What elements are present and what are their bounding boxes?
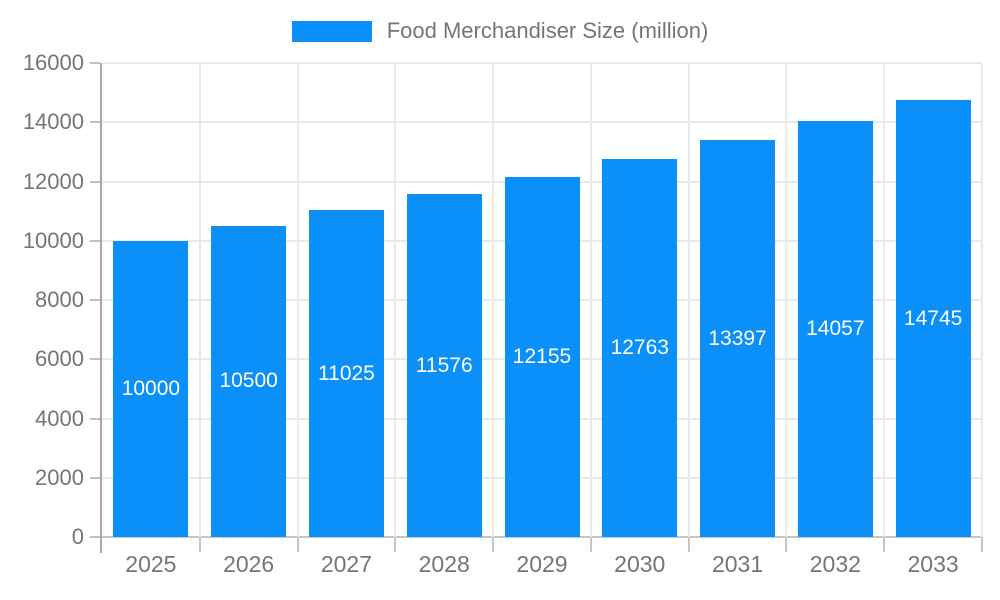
y-tick-label: 0: [71, 524, 84, 549]
y-axis-tick: [90, 239, 100, 242]
x-tick-label: 2030: [614, 551, 666, 577]
grid-line-horizontal: [102, 62, 982, 64]
bar: [895, 100, 971, 537]
x-axis-tick: [883, 537, 886, 552]
x-axis-tick: [296, 537, 299, 552]
x-tick-label: 2027: [320, 551, 373, 577]
x-axis-tick: [492, 537, 495, 552]
grid-line-horizontal: [102, 536, 982, 538]
bar: [797, 120, 873, 537]
grid-line-vertical: [198, 63, 201, 537]
bar-value-label: 14057: [806, 316, 865, 340]
x-axis-tick: [198, 537, 201, 552]
bar: [504, 176, 580, 537]
grid-line-vertical: [883, 63, 886, 537]
bar: [113, 240, 189, 537]
grid-line-vertical: [394, 63, 397, 537]
x-tick-label: 2026: [223, 551, 275, 577]
y-axis-line: [100, 63, 102, 553]
legend-item[interactable]: Food Merchandiser Size (million): [0, 20, 1000, 42]
y-tick-label: 10000: [22, 227, 84, 253]
x-tick-label: 2032: [809, 551, 861, 577]
x-tick-label: 2033: [907, 551, 959, 577]
bar-value-label: 13397: [708, 326, 767, 350]
grid-line-vertical: [296, 63, 299, 537]
y-tick-label: 12000: [22, 168, 84, 194]
y-axis-tick: [90, 299, 100, 301]
bar: [406, 194, 482, 537]
grid-line-vertical: [687, 63, 690, 537]
x-axis-tick: [785, 537, 788, 552]
y-axis-tick: [90, 62, 100, 64]
x-tick-label: 2031: [711, 551, 764, 577]
grid-line-vertical: [589, 63, 592, 537]
legend-label: Food Merchandiser Size (million): [386, 18, 709, 43]
bar: [700, 140, 776, 537]
bar-value-label: 10500: [219, 369, 278, 393]
x-tick-label: 2028: [418, 551, 470, 577]
y-tick-label: 6000: [35, 346, 84, 372]
grid-line-horizontal: [102, 121, 982, 124]
grid-line-vertical: [981, 63, 983, 537]
y-axis-tick: [90, 417, 100, 420]
bar-value-label: 12155: [512, 344, 572, 368]
x-tick-label: 2029: [516, 551, 568, 577]
bar-value-label: 10000: [121, 376, 181, 400]
y-tick-label: 14000: [22, 109, 84, 135]
y-axis-tick: [90, 536, 100, 538]
bar: [602, 158, 678, 537]
plot-area: 0 2000 4000 6000 8000 10000 12000 14000 16000 100…: [23, 50, 983, 577]
bar: [308, 210, 384, 537]
x-axis-tick: [589, 537, 592, 552]
x-tick-label: 2025: [125, 551, 177, 577]
x-axis-tick: [687, 537, 690, 552]
y-axis-tick: [90, 180, 100, 183]
y-tick-label: 4000: [35, 405, 84, 431]
y-axis-tick: [90, 358, 100, 361]
y-tick-label: 2000: [35, 464, 84, 490]
x-axis-tick: [394, 537, 397, 552]
y-tick-label: 8000: [35, 287, 84, 312]
bar-value-label: 11025: [318, 361, 375, 385]
bar: [211, 225, 287, 537]
legend-swatch: [291, 20, 372, 42]
bar-value-label: 12763: [610, 335, 669, 359]
bar-value-label: 11576: [415, 353, 473, 377]
x-axis-tick: [981, 537, 983, 552]
grid-line-vertical: [492, 63, 495, 537]
y-tick-label: 16000: [22, 50, 84, 75]
y-axis-tick: [90, 476, 100, 479]
grid-line-vertical: [785, 63, 788, 537]
y-axis-tick: [90, 121, 100, 124]
bar-value-label: 14745: [903, 306, 963, 330]
